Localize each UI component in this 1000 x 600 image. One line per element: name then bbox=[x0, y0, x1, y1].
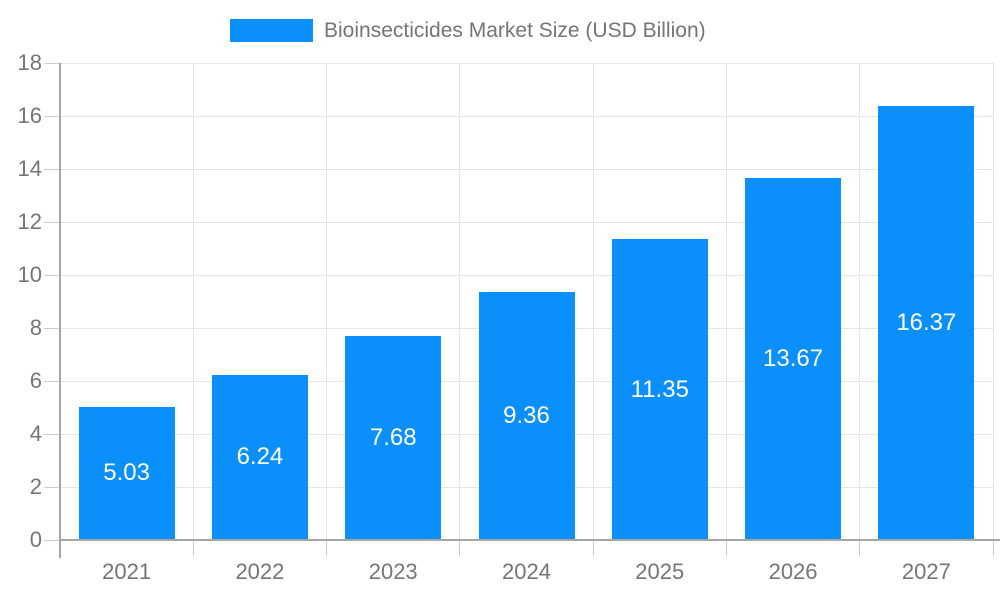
y-tick bbox=[44, 222, 60, 223]
grid-line-h bbox=[60, 168, 993, 170]
y-tick-label: 0 bbox=[29, 527, 42, 552]
y-tick-label: 18 bbox=[17, 50, 42, 75]
legend-item[interactable]: Bioinsecticides Market Size (USD Billion… bbox=[230, 19, 706, 42]
grid-line-h bbox=[60, 115, 993, 117]
x-tick bbox=[459, 540, 461, 556]
grid-line-h bbox=[60, 221, 993, 223]
y-tick bbox=[44, 328, 60, 329]
bar bbox=[211, 374, 308, 540]
x-tick bbox=[592, 540, 594, 556]
bar-value-label: 5.03 bbox=[103, 459, 150, 487]
x-tick-label: 2023 bbox=[368, 559, 418, 584]
bar-value-label: 13.67 bbox=[763, 344, 824, 372]
y-tick-label: 4 bbox=[29, 421, 42, 446]
grid-line-v bbox=[725, 63, 727, 540]
legend-swatch bbox=[230, 19, 313, 42]
y-tick-label: 6 bbox=[29, 368, 42, 393]
y-axis-line bbox=[59, 63, 61, 558]
y-tick bbox=[44, 540, 60, 541]
y-tick bbox=[44, 169, 60, 170]
y-tick bbox=[44, 116, 60, 117]
x-tick-label: 2022 bbox=[235, 559, 285, 584]
grid-line-v bbox=[592, 63, 594, 540]
x-tick bbox=[992, 540, 994, 556]
bar-value-label: 6.24 bbox=[236, 443, 284, 471]
y-tick-label: 14 bbox=[17, 156, 42, 181]
x-tick-label: 2025 bbox=[635, 559, 685, 584]
grid-line-v bbox=[326, 63, 328, 540]
x-tick bbox=[725, 540, 727, 556]
x-tick-label: 2024 bbox=[502, 559, 551, 584]
bar-value-label: 16.37 bbox=[896, 309, 957, 337]
grid-line-h bbox=[60, 274, 993, 276]
y-tick-label: 16 bbox=[17, 103, 42, 128]
x-axis-line bbox=[59, 539, 1000, 541]
bar bbox=[878, 106, 975, 540]
x-tick bbox=[326, 540, 328, 556]
y-tick bbox=[44, 381, 60, 382]
x-tick-label: 2021 bbox=[102, 559, 152, 584]
bar bbox=[745, 177, 842, 540]
grid-line-h bbox=[60, 62, 993, 64]
y-tick bbox=[44, 434, 60, 435]
y-tick bbox=[44, 275, 60, 276]
bar-value-label: 11.35 bbox=[630, 375, 689, 403]
grid-line-v bbox=[192, 63, 194, 540]
x-tick-label: 2027 bbox=[901, 559, 951, 584]
y-tick bbox=[44, 63, 60, 64]
bar bbox=[478, 291, 575, 540]
bar bbox=[345, 336, 442, 540]
x-tick-label: 2026 bbox=[768, 559, 818, 584]
grid-line-v bbox=[859, 63, 861, 540]
y-tick bbox=[44, 487, 60, 488]
grid-line-v bbox=[992, 63, 994, 540]
y-tick-label: 10 bbox=[17, 262, 42, 287]
bar bbox=[78, 406, 175, 540]
x-tick bbox=[859, 540, 861, 556]
grid-line-v bbox=[459, 63, 461, 540]
legend-label: Bioinsecticides Market Size (USD Billion… bbox=[324, 18, 706, 42]
x-tick bbox=[192, 540, 194, 556]
bar-value-label: 9.36 bbox=[503, 401, 550, 429]
y-tick-label: 8 bbox=[29, 315, 42, 340]
bar-value-label: 7.68 bbox=[369, 424, 417, 452]
y-tick-label: 2 bbox=[29, 474, 42, 499]
bar bbox=[611, 239, 708, 540]
y-tick-label: 12 bbox=[17, 209, 42, 234]
